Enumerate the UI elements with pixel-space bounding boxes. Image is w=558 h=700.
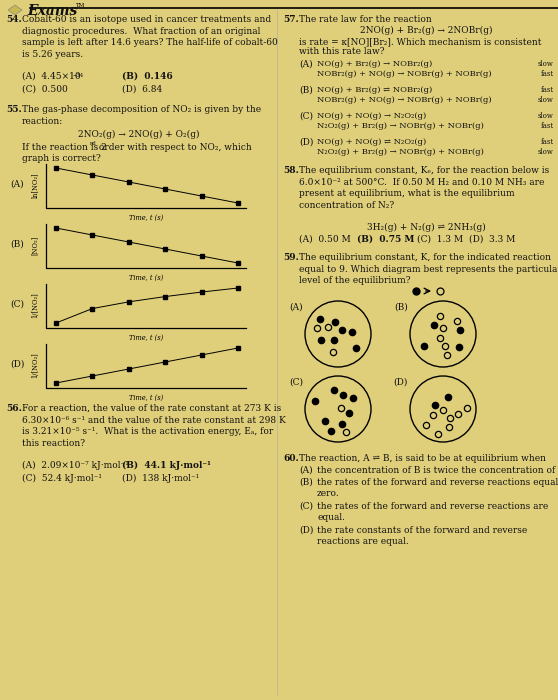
- Text: 1/[NO₂]: 1/[NO₂]: [31, 292, 39, 318]
- Text: (A): (A): [299, 466, 312, 475]
- Text: NO(g) + Br₂(g) ⇌ NOBr₂(g): NO(g) + Br₂(g) ⇌ NOBr₂(g): [317, 86, 432, 94]
- Text: The equilibrium constant, Kₑ, for the reaction below is
6.0×10⁻² at 500°C.  If 0: The equilibrium constant, Kₑ, for the re…: [299, 166, 549, 210]
- Text: NOBr₂(g) + NO(g) → NOBr(g) + NOBr(g): NOBr₂(g) + NO(g) → NOBr(g) + NOBr(g): [317, 70, 492, 78]
- Text: (B)  0.146: (B) 0.146: [122, 72, 173, 81]
- Text: 59.: 59.: [283, 253, 299, 262]
- Text: Time, t (s): Time, t (s): [129, 394, 163, 402]
- Text: 57.: 57.: [283, 15, 299, 24]
- Text: (A): (A): [299, 60, 312, 69]
- Text: The rate law for the reaction: The rate law for the reaction: [299, 15, 432, 24]
- Text: (C)  52.4 kJ·mol⁻¹: (C) 52.4 kJ·mol⁻¹: [22, 474, 102, 483]
- Text: slow: slow: [538, 96, 554, 104]
- Text: −34: −34: [72, 73, 83, 78]
- Text: The gas-phase decomposition of NO₂ is given by the
reaction:: The gas-phase decomposition of NO₂ is gi…: [22, 105, 261, 126]
- Text: slow: slow: [538, 60, 554, 68]
- Text: If the reaction is 2: If the reaction is 2: [22, 143, 107, 152]
- Text: with this rate law?: with this rate law?: [299, 47, 384, 56]
- Text: (A): (A): [290, 303, 303, 312]
- Text: NO(g) + NO(g) ⇌ N₂O₂(g): NO(g) + NO(g) ⇌ N₂O₂(g): [317, 138, 426, 146]
- Text: (A): (A): [10, 180, 23, 189]
- Text: fast: fast: [541, 70, 554, 78]
- Text: NO(g) + NO(g) → N₂O₂(g): NO(g) + NO(g) → N₂O₂(g): [317, 112, 426, 120]
- Text: (D): (D): [393, 378, 408, 387]
- Text: TM: TM: [75, 3, 84, 8]
- Text: (D)  3.3 M: (D) 3.3 M: [469, 235, 516, 244]
- Text: (C)  1.3 M: (C) 1.3 M: [417, 235, 463, 244]
- Text: NOBr₂(g) + NO(g) → NOBr(g) + NOBr(g): NOBr₂(g) + NO(g) → NOBr(g) + NOBr(g): [317, 96, 492, 104]
- Text: (C)  0.500: (C) 0.500: [22, 85, 68, 94]
- Text: Time, t (s): Time, t (s): [129, 274, 163, 282]
- Text: (A)  0.50 M: (A) 0.50 M: [299, 235, 351, 244]
- Text: NO(g) + Br₂(g) → NOBr₂(g): NO(g) + Br₂(g) → NOBr₂(g): [317, 60, 432, 68]
- Text: N₂O₂(g) + Br₂(g) → NOBr(g) + NOBr(g): N₂O₂(g) + Br₂(g) → NOBr(g) + NOBr(g): [317, 122, 484, 130]
- Text: (B)  0.75 M: (B) 0.75 M: [357, 235, 415, 244]
- Text: Exams: Exams: [27, 4, 77, 18]
- Text: slow: slow: [538, 112, 554, 120]
- Text: fast: fast: [541, 122, 554, 130]
- Text: (D): (D): [10, 360, 25, 369]
- Text: graph is correct?: graph is correct?: [22, 154, 101, 163]
- Text: The reaction, A ⇌ B, is said to be at equilibrium when: The reaction, A ⇌ B, is said to be at eq…: [299, 454, 546, 463]
- Text: N₂O₂(g) + Br₂(g) → NOBr(g) + NOBr(g): N₂O₂(g) + Br₂(g) → NOBr(g) + NOBr(g): [317, 148, 484, 156]
- Polygon shape: [8, 5, 22, 15]
- Text: 55.: 55.: [6, 105, 22, 114]
- Text: fast: fast: [541, 86, 554, 94]
- Text: For a reaction, the value of the rate constant at 273 K is
6.30×10⁻⁶ s⁻¹ and the: For a reaction, the value of the rate co…: [22, 404, 286, 448]
- Text: [NO₂]: [NO₂]: [31, 235, 39, 255]
- Text: (A)  2.09×10⁻⁷ kJ·mol⁻¹: (A) 2.09×10⁻⁷ kJ·mol⁻¹: [22, 461, 129, 470]
- Text: 54.: 54.: [6, 15, 22, 24]
- Text: 60.: 60.: [283, 454, 299, 463]
- Text: (B)  44.1 kJ·mol⁻¹: (B) 44.1 kJ·mol⁻¹: [122, 461, 211, 470]
- Text: the rates of the forward and reverse reactions are
equal.: the rates of the forward and reverse rea…: [317, 502, 549, 522]
- Text: (B): (B): [395, 303, 408, 312]
- Text: is rate = κ[NO][Br₂]. Which mechanism is consistent: is rate = κ[NO][Br₂]. Which mechanism is…: [299, 37, 541, 46]
- Text: (B): (B): [299, 478, 312, 487]
- Text: (D)  138 kJ·mol⁻¹: (D) 138 kJ·mol⁻¹: [122, 474, 199, 483]
- Text: the rates of the forward and reverse reactions equal
zero.: the rates of the forward and reverse rea…: [317, 478, 558, 498]
- Text: slow: slow: [538, 148, 554, 156]
- Text: The equilibrium constant, K, for the indicated reaction
equal to 9. Which diagra: The equilibrium constant, K, for the ind…: [299, 253, 558, 286]
- Text: (A)  4.45×10: (A) 4.45×10: [22, 72, 80, 81]
- Text: (C): (C): [299, 502, 313, 511]
- Text: (C): (C): [289, 378, 303, 387]
- Text: 56.: 56.: [6, 404, 22, 413]
- Text: 58.: 58.: [283, 166, 299, 175]
- Text: fast: fast: [541, 138, 554, 146]
- Text: (C): (C): [299, 112, 313, 121]
- Text: (D): (D): [299, 138, 314, 147]
- Text: (D): (D): [299, 526, 314, 535]
- Text: 1/[NO₂]: 1/[NO₂]: [31, 352, 39, 378]
- Text: (B): (B): [10, 240, 24, 249]
- Text: (D)  6.84: (D) 6.84: [122, 85, 162, 94]
- Text: 3H₂(g) + N₂(g) ⇌ 2NH₃(g): 3H₂(g) + N₂(g) ⇌ 2NH₃(g): [367, 223, 485, 232]
- Text: the rate constants of the forward and reverse
reactions are equal.: the rate constants of the forward and re…: [317, 526, 527, 547]
- Text: 2NO₂(g) → 2NO(g) + O₂(g): 2NO₂(g) → 2NO(g) + O₂(g): [78, 130, 200, 139]
- Text: ln[NO₂]: ln[NO₂]: [31, 172, 39, 198]
- Text: (B): (B): [299, 86, 312, 95]
- Text: Cobalt-60 is an isotope used in cancer treatments and
diagnostic procedures.  Wh: Cobalt-60 is an isotope used in cancer t…: [22, 15, 278, 59]
- Text: order with respect to NO₂, which: order with respect to NO₂, which: [96, 143, 252, 152]
- Text: nd: nd: [90, 141, 97, 146]
- Text: Time, t (s): Time, t (s): [129, 334, 163, 342]
- Text: (C): (C): [10, 300, 24, 309]
- Text: Time, t (s): Time, t (s): [129, 214, 163, 222]
- Text: 2NO(g) + Br₂(g) → 2NOBr(g): 2NO(g) + Br₂(g) → 2NOBr(g): [360, 26, 492, 35]
- Text: the concentration of B is twice the concentration of: the concentration of B is twice the conc…: [317, 466, 555, 475]
